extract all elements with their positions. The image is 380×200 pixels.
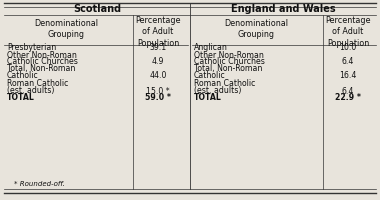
Text: Scotland: Scotland <box>73 4 121 14</box>
Text: Anglican: Anglican <box>194 44 228 52</box>
Text: 44.0: 44.0 <box>149 72 167 80</box>
Text: Presbyterian: Presbyterian <box>7 44 56 52</box>
Text: Denominational
Grouping: Denominational Grouping <box>224 19 288 39</box>
Text: 15.0 *: 15.0 * <box>146 86 170 96</box>
Text: Percentage
of Adult
Population: Percentage of Adult Population <box>325 16 371 48</box>
Text: Roman Catholic: Roman Catholic <box>7 79 68 88</box>
Text: Total, Non-Roman: Total, Non-Roman <box>194 64 262 73</box>
Text: 22.9 *: 22.9 * <box>335 94 361 102</box>
Text: 6.4: 6.4 <box>342 86 354 96</box>
Text: Catholic Churches: Catholic Churches <box>194 58 265 66</box>
Text: England and Wales: England and Wales <box>231 4 335 14</box>
Text: Total, Non-Roman: Total, Non-Roman <box>7 64 75 73</box>
Text: Catholic: Catholic <box>7 72 39 80</box>
Text: 10.0: 10.0 <box>339 44 356 52</box>
Text: Catholic: Catholic <box>194 72 226 80</box>
Text: Roman Catholic: Roman Catholic <box>194 79 255 88</box>
Text: TOTAL: TOTAL <box>7 94 35 102</box>
Text: 6.4: 6.4 <box>342 58 354 66</box>
Text: * Rounded-off.: * Rounded-off. <box>14 181 65 187</box>
Text: Other Non-Roman: Other Non-Roman <box>7 50 77 60</box>
Text: Percentage
of Adult
Population: Percentage of Adult Population <box>135 16 181 48</box>
Text: TOTAL: TOTAL <box>194 94 222 102</box>
Text: 4.9: 4.9 <box>152 58 164 66</box>
Text: 16.4: 16.4 <box>339 72 357 80</box>
Text: 39.1: 39.1 <box>149 44 166 52</box>
Text: 59.0 *: 59.0 * <box>145 94 171 102</box>
Text: Catholic Churches: Catholic Churches <box>7 58 78 66</box>
Text: (est. adults): (est. adults) <box>7 86 54 96</box>
Text: (est. adults): (est. adults) <box>194 86 241 96</box>
Text: Denominational
Grouping: Denominational Grouping <box>34 19 98 39</box>
Text: Other Non-Roman: Other Non-Roman <box>194 50 264 60</box>
